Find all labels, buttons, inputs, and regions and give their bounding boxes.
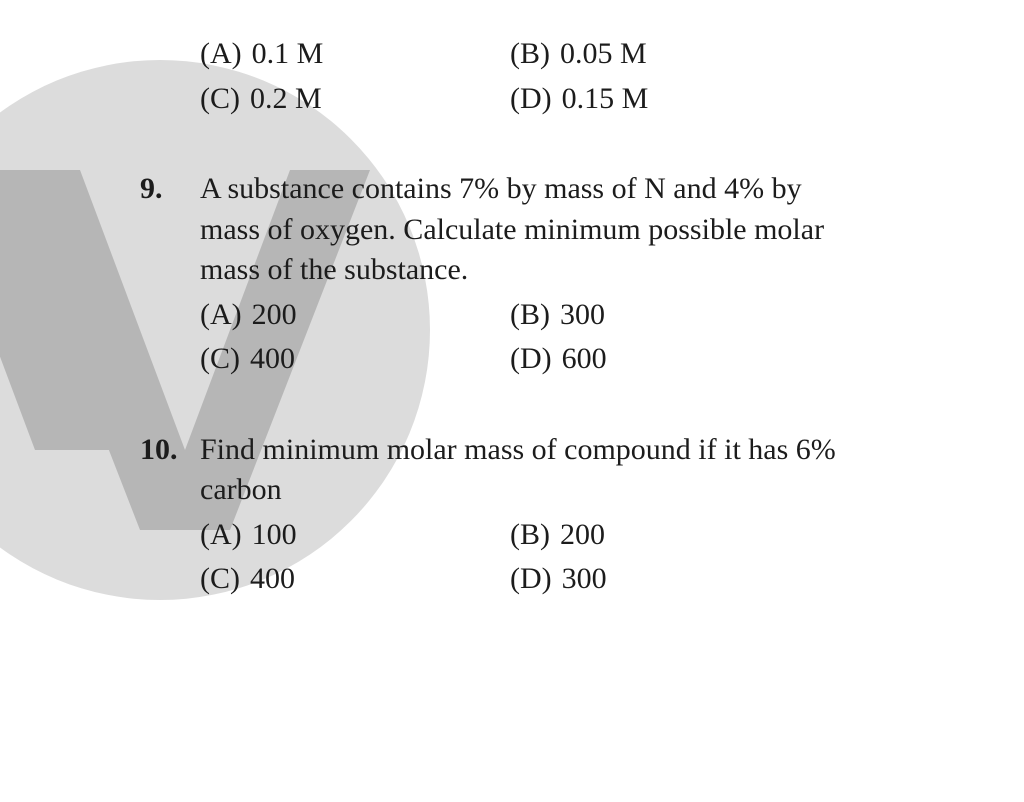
- q9-options-row1: (A) 200 (B) 300: [200, 295, 984, 336]
- option-text: 300: [560, 295, 605, 336]
- option-letter: (B): [510, 515, 550, 556]
- q9-option-a: (A) 200: [200, 295, 510, 336]
- q10-option-a: (A) 100: [200, 515, 510, 556]
- q9-option-d: (D) 600: [510, 339, 820, 380]
- question-10: 10. Find minimum molar mass of compound …: [140, 430, 984, 600]
- option-letter: (C): [200, 339, 240, 380]
- option-letter: (D): [510, 559, 552, 600]
- option-letter: (A): [200, 34, 242, 75]
- q9-option-c: (C) 400: [200, 339, 510, 380]
- option-text: 200: [252, 295, 297, 336]
- question-number: 9.: [140, 169, 200, 210]
- option-text: 400: [250, 559, 295, 600]
- option-letter: (A): [200, 515, 242, 556]
- option-text: 400: [250, 339, 295, 380]
- q8-option-b: (B) 0.05 M: [510, 34, 820, 75]
- option-letter: (B): [510, 34, 550, 75]
- question-number: 10.: [140, 430, 200, 471]
- q9-options-row2: (C) 400 (D) 600: [200, 339, 984, 380]
- q10-options-row1: (A) 100 (B) 200: [200, 515, 984, 556]
- option-text: 0.2 M: [250, 79, 322, 120]
- question-9: 9. A substance contains 7% by mass of N …: [140, 169, 984, 380]
- page-content: (A) 0.1 M (B) 0.05 M (C) 0.2 M (D) 0.15 …: [0, 0, 1024, 644]
- question-head: 9. A substance contains 7% by mass of N …: [140, 169, 984, 291]
- option-text: 300: [562, 559, 607, 600]
- option-letter: (D): [510, 339, 552, 380]
- q9-option-b: (B) 300: [510, 295, 820, 336]
- question-text: A substance contains 7% by mass of N and…: [200, 169, 840, 291]
- question-head: 10. Find minimum molar mass of compound …: [140, 430, 984, 511]
- q8-option-c: (C) 0.2 M: [200, 79, 510, 120]
- option-text: 100: [252, 515, 297, 556]
- q10-option-c: (C) 400: [200, 559, 510, 600]
- option-text: 600: [562, 339, 607, 380]
- q8-option-a: (A) 0.1 M: [200, 34, 510, 75]
- option-letter: (B): [510, 295, 550, 336]
- question-text: Find minimum molar mass of compound if i…: [200, 430, 840, 511]
- q10-options-row2: (C) 400 (D) 300: [200, 559, 984, 600]
- q10-option-d: (D) 300: [510, 559, 820, 600]
- q8-options-row2: (C) 0.2 M (D) 0.15 M: [200, 79, 984, 120]
- option-letter: (C): [200, 79, 240, 120]
- q8-option-d: (D) 0.15 M: [510, 79, 820, 120]
- option-text: 0.15 M: [562, 79, 649, 120]
- option-letter: (A): [200, 295, 242, 336]
- q8-options-row1: (A) 0.1 M (B) 0.05 M: [200, 34, 984, 75]
- option-text: 0.1 M: [252, 34, 324, 75]
- q10-option-b: (B) 200: [510, 515, 820, 556]
- option-letter: (C): [200, 559, 240, 600]
- option-text: 0.05 M: [560, 34, 647, 75]
- option-letter: (D): [510, 79, 552, 120]
- option-text: 200: [560, 515, 605, 556]
